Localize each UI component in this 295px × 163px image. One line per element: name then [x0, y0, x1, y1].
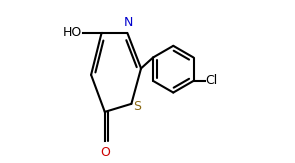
Text: O: O	[100, 146, 110, 159]
Text: N: N	[124, 16, 133, 29]
Text: HO: HO	[63, 26, 82, 39]
Text: Cl: Cl	[206, 74, 218, 87]
Text: S: S	[133, 100, 141, 113]
